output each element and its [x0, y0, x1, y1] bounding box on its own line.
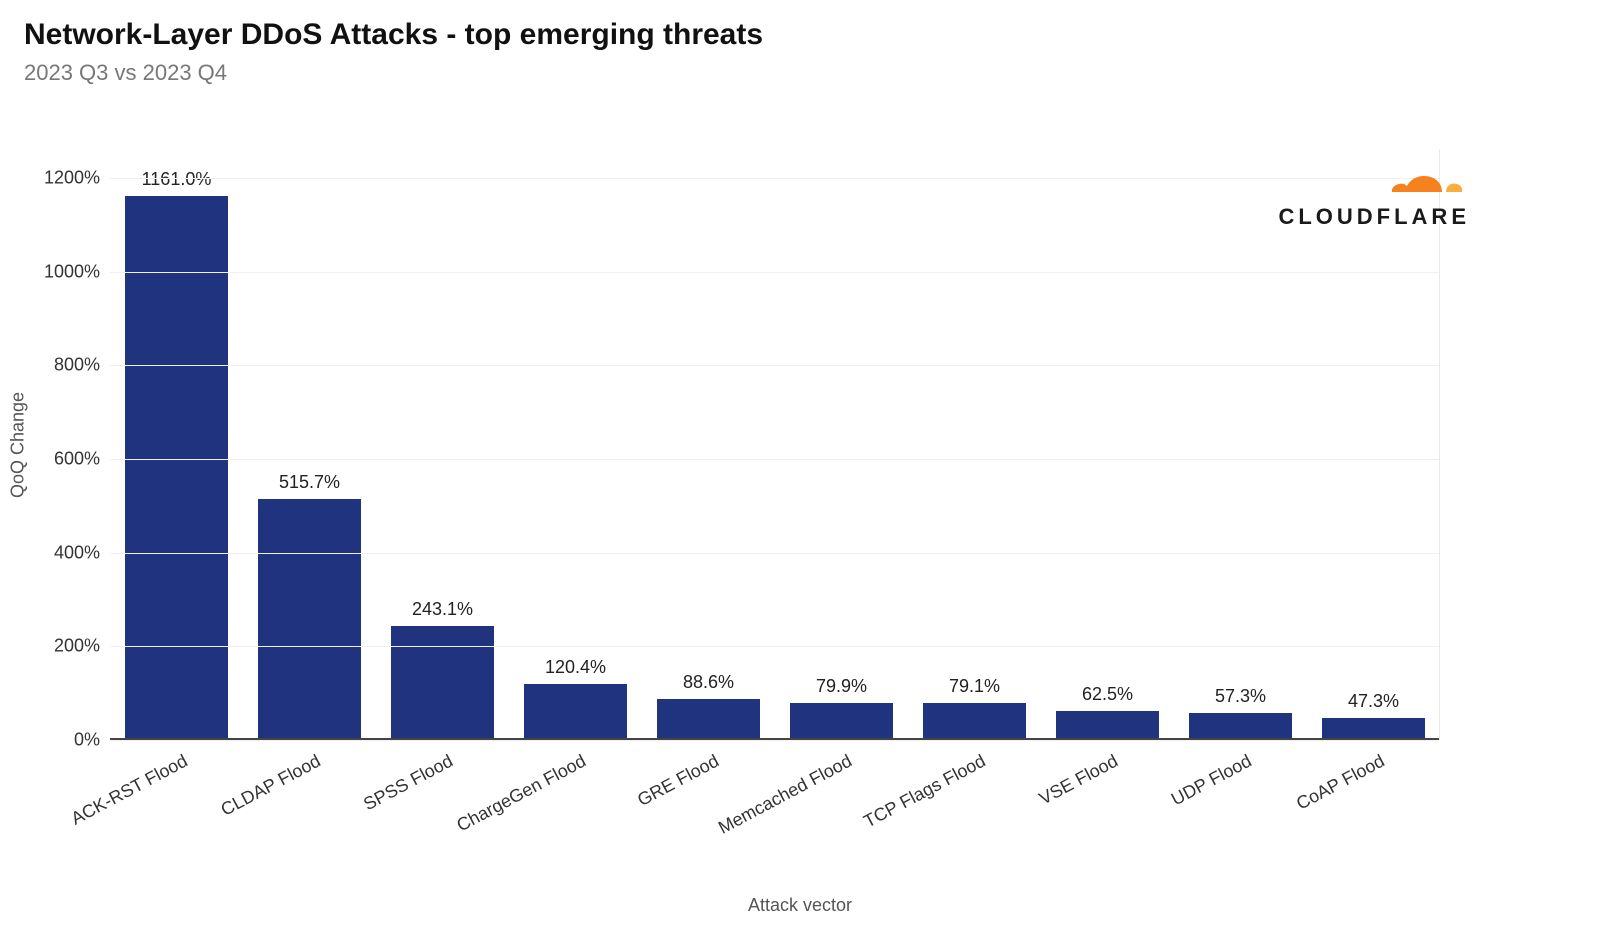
y-tick-label: 1000% — [44, 261, 110, 282]
bar-value-label: 47.3% — [1348, 691, 1399, 718]
chart-subtitle: 2023 Q3 vs 2023 Q4 — [24, 60, 227, 86]
bar-value-label: 515.7% — [279, 472, 340, 499]
plot-area: 1161.0% 515.7% 243.1% 120.4% 88.6% 79.9% 79.1%… — [110, 150, 1440, 740]
bar: 120.4% — [524, 684, 628, 740]
x-tick-label: VSE Flood — [1031, 740, 1122, 810]
grid-line — [110, 365, 1439, 366]
y-tick-label: 400% — [54, 542, 110, 563]
cloudflare-cloud-icon — [1278, 162, 1470, 202]
grid-line — [110, 178, 1439, 179]
x-tick-label: ChargeGen Flood — [448, 740, 590, 836]
bar: 515.7% — [258, 499, 362, 740]
grid-line — [110, 459, 1439, 460]
grid-line — [110, 553, 1439, 554]
y-tick-label: 800% — [54, 355, 110, 376]
bar: 79.9% — [790, 703, 894, 740]
bar-value-label: 57.3% — [1215, 686, 1266, 713]
x-tick-label: ACK-RST Flood — [62, 740, 191, 830]
bar-value-label: 1161.0% — [142, 169, 212, 196]
bar: 1161.0% — [125, 196, 229, 740]
y-tick-label: 1200% — [44, 168, 110, 189]
grid-line — [110, 272, 1439, 273]
bar: 57.3% — [1189, 713, 1293, 740]
y-axis-title: QoQ Change — [8, 392, 29, 498]
x-tick-label: SPSS Flood — [355, 740, 457, 815]
cloudflare-logo: CLOUDFLARE — [1278, 162, 1470, 230]
y-tick-label: 0% — [74, 730, 110, 751]
bar: 62.5% — [1056, 711, 1160, 740]
bars-container: 1161.0% 515.7% 243.1% 120.4% 88.6% 79.9% 79.1%… — [110, 150, 1439, 740]
y-tick-label: 200% — [54, 636, 110, 657]
x-tick-label: Memcached Flood — [710, 740, 856, 839]
bar: 88.6% — [657, 699, 761, 740]
x-tick-label: UDP Flood — [1162, 740, 1255, 810]
y-tick-label: 600% — [54, 449, 110, 470]
x-tick-label: GRE Flood — [629, 740, 723, 811]
bar: 243.1% — [391, 626, 495, 740]
x-tick-label: CLDAP Flood — [212, 740, 324, 821]
bar: 79.1% — [923, 703, 1027, 740]
bar-value-label: 62.5% — [1082, 684, 1133, 711]
cloudflare-wordmark: CLOUDFLARE — [1278, 204, 1470, 230]
x-tick-label: CoAP Flood — [1287, 740, 1388, 815]
bar-value-label: 79.1% — [949, 676, 1000, 703]
bar-value-label: 120.4% — [545, 657, 606, 684]
bar-value-label: 79.9% — [816, 676, 867, 703]
grid-line — [110, 646, 1439, 647]
x-tick-label: TCP Flags Flood — [855, 740, 989, 832]
x-axis-title: Attack vector — [748, 895, 852, 916]
chart-title: Network-Layer DDoS Attacks - top emergin… — [24, 18, 763, 52]
bar: 47.3% — [1322, 718, 1426, 740]
bar-value-label: 243.1% — [412, 599, 473, 626]
bar-value-label: 88.6% — [683, 672, 734, 699]
